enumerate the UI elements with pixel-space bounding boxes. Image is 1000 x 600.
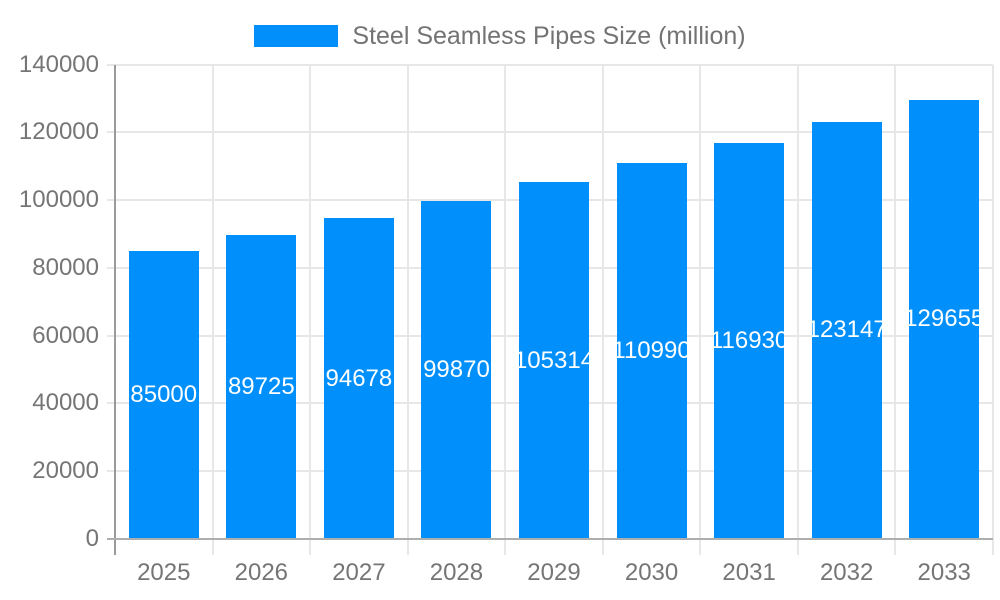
y-axis-tick-label: 100000 — [18, 186, 99, 214]
bar-value-label: 110990 — [616, 336, 687, 364]
x-axis-tick-label: 2026 — [234, 559, 289, 586]
bar-value-label: 123147 — [811, 316, 882, 344]
x-axis-tick-label: 2030 — [624, 559, 679, 586]
bar[interactable]: 99870 — [421, 200, 492, 539]
x-axis-tick-label: 2027 — [332, 559, 386, 586]
bar-value-label: 89725 — [227, 372, 295, 400]
y-axis-tick-label: 0 — [85, 525, 99, 552]
y-axis-line — [114, 64, 116, 555]
legend-label: Steel Seamless Pipes Size (million) — [352, 21, 746, 50]
x-gridline — [504, 64, 507, 555]
y-axis-tick-label: 120000 — [18, 118, 99, 146]
bar-value-label: 99870 — [423, 355, 490, 383]
x-gridline — [601, 64, 604, 555]
bar[interactable]: 105314 — [519, 182, 589, 539]
bar-value-label: 129655 — [909, 305, 980, 333]
y-axis-tick-label: 40000 — [32, 389, 99, 417]
x-axis-tick-label: 2032 — [819, 559, 874, 586]
bar-value-label: 85000 — [130, 380, 198, 408]
x-axis-line — [107, 538, 993, 540]
bar[interactable]: 85000 — [128, 250, 199, 539]
bar[interactable]: 116930 — [714, 142, 785, 539]
x-axis-tick-label: 2031 — [722, 559, 776, 586]
x-gridline — [992, 64, 994, 555]
x-gridline — [894, 64, 897, 555]
bar[interactable]: 129655 — [909, 99, 980, 539]
x-axis-tick-label: 2033 — [917, 559, 971, 586]
x-axis-tick-label: 2025 — [137, 559, 191, 586]
bar-value-label: 94678 — [325, 364, 393, 392]
legend-item[interactable]: Steel Seamless Pipes Size (million) — [0, 14, 1000, 58]
bar[interactable]: 110990 — [616, 162, 687, 539]
x-axis-tick-label: 2028 — [429, 559, 484, 586]
y-gridline — [107, 131, 993, 134]
y-gridline — [107, 63, 993, 66]
x-gridline — [699, 64, 702, 555]
bar-value-label: 105314 — [519, 346, 589, 374]
bar-value-label: 116930 — [714, 326, 785, 354]
x-gridline — [211, 64, 214, 555]
bar[interactable]: 123147 — [811, 121, 882, 539]
y-axis-tick-label: 140000 — [18, 50, 99, 78]
bar[interactable]: 89725 — [226, 234, 297, 539]
x-gridline — [796, 64, 799, 555]
x-gridline — [309, 64, 312, 555]
y-axis-tick-label: 80000 — [32, 253, 99, 281]
legend-swatch — [254, 25, 339, 47]
bar[interactable]: 94678 — [323, 218, 394, 539]
x-gridline — [406, 64, 409, 555]
x-axis-tick-label: 2029 — [527, 559, 581, 586]
y-axis-tick-label: 20000 — [32, 457, 99, 485]
y-axis-tick-label: 60000 — [32, 321, 99, 349]
